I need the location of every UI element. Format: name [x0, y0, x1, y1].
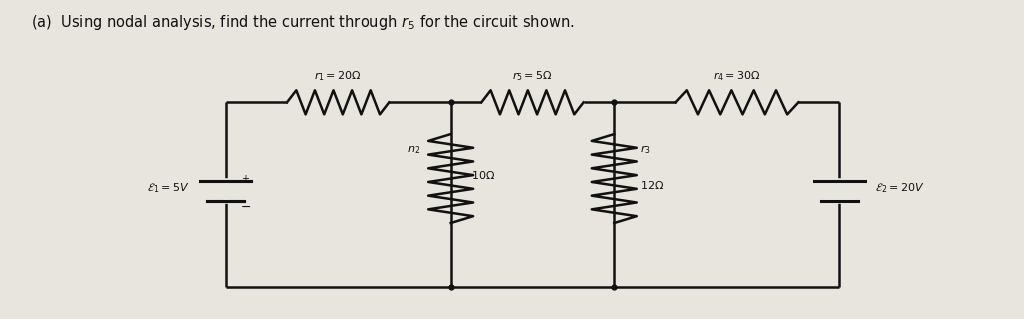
Text: $\mathcal{E}_2 = 20V$: $\mathcal{E}_2 = 20V$	[876, 181, 925, 195]
Text: +: +	[241, 174, 249, 183]
Text: $12\Omega$: $12\Omega$	[640, 179, 664, 191]
Text: $n_2$: $n_2$	[407, 144, 420, 156]
Text: (a)  Using nodal analysis, find the current through $r_5$ for the circuit shown.: (a) Using nodal analysis, find the curre…	[32, 13, 574, 33]
Text: $\mathcal{E}_1 = 5V$: $\mathcal{E}_1 = 5V$	[147, 181, 189, 195]
Text: −: −	[241, 201, 252, 214]
Text: $r_1 = 20\Omega$: $r_1 = 20\Omega$	[314, 70, 362, 83]
Text: $r_3$: $r_3$	[640, 144, 650, 156]
Text: $10\Omega$: $10\Omega$	[471, 169, 496, 182]
Text: $r_5 = 5\Omega$: $r_5 = 5\Omega$	[512, 70, 553, 83]
Text: $r_4 = 30\Omega$: $r_4 = 30\Omega$	[713, 70, 761, 83]
